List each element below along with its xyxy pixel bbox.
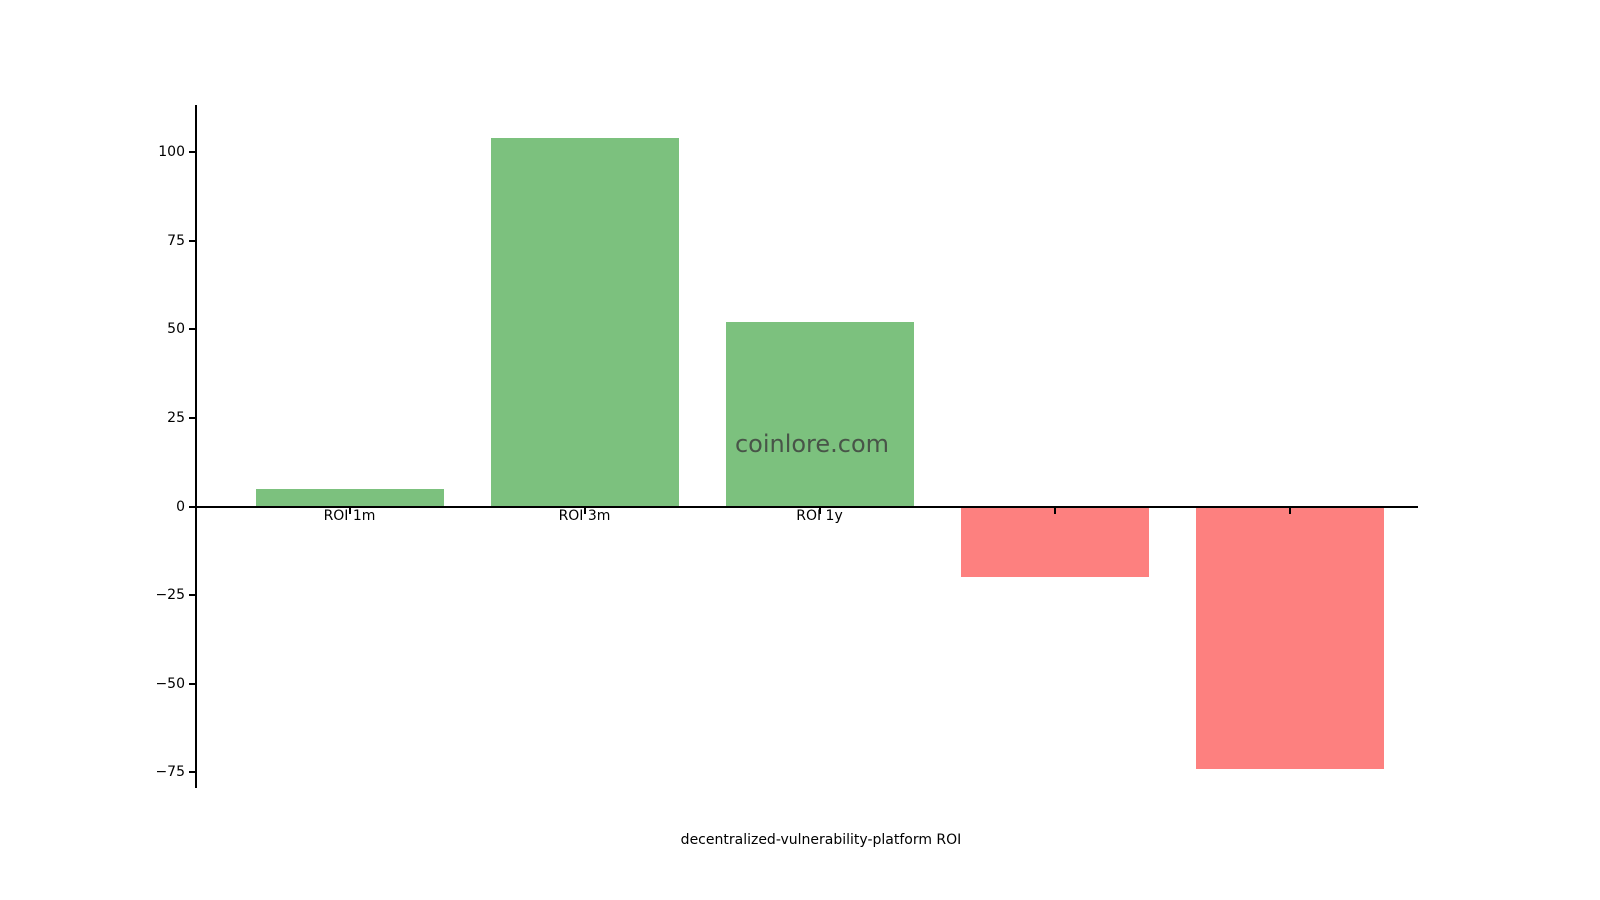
x-axis-tick-label-2: ROI 1y: [796, 508, 843, 525]
y-axis-tick-label: 100: [158, 144, 185, 161]
bar-neg-4: [1195, 506, 1384, 769]
y-axis-tick: [189, 328, 196, 331]
x-axis-tick: [1053, 506, 1056, 514]
y-axis-tick: [189, 682, 196, 685]
bar-roi-1y: [725, 322, 914, 507]
y-axis-tick-label: 75: [167, 232, 185, 249]
y-axis-tick: [189, 239, 196, 242]
x-axis-line: [196, 506, 1418, 508]
y-axis-line: [195, 105, 197, 788]
y-axis-tick: [189, 417, 196, 419]
x-axis-tick: [348, 506, 351, 514]
y-axis-tick-label: 50: [167, 321, 185, 338]
y-axis-tick: [189, 594, 196, 597]
bar-roi-1m: [255, 488, 444, 507]
y-axis-tick-label: −50: [155, 675, 185, 692]
y-axis-tick: [189, 505, 196, 508]
x-axis-tick-label-0: ROI 1m: [323, 508, 376, 525]
y-axis-tick: [189, 771, 196, 774]
chart-title: decentralized-vulnerability-platform ROI: [680, 832, 962, 848]
y-axis-tick-label: 25: [167, 410, 185, 426]
bar-roi-3m: [490, 138, 679, 507]
bar-neg-3: [960, 506, 1149, 578]
x-axis-tick: [583, 506, 586, 514]
x-axis-tick: [818, 506, 821, 514]
x-axis-tick: [1288, 506, 1291, 514]
y-axis-tick: [189, 151, 196, 154]
x-axis-tick-label-1: ROI 3m: [558, 508, 611, 525]
watermark-text: coinlore.com: [734, 430, 890, 458]
y-axis-tick-label: −75: [155, 764, 185, 781]
y-axis-tick-label: 0: [176, 498, 185, 515]
y-axis-tick-label: −25: [155, 587, 185, 604]
